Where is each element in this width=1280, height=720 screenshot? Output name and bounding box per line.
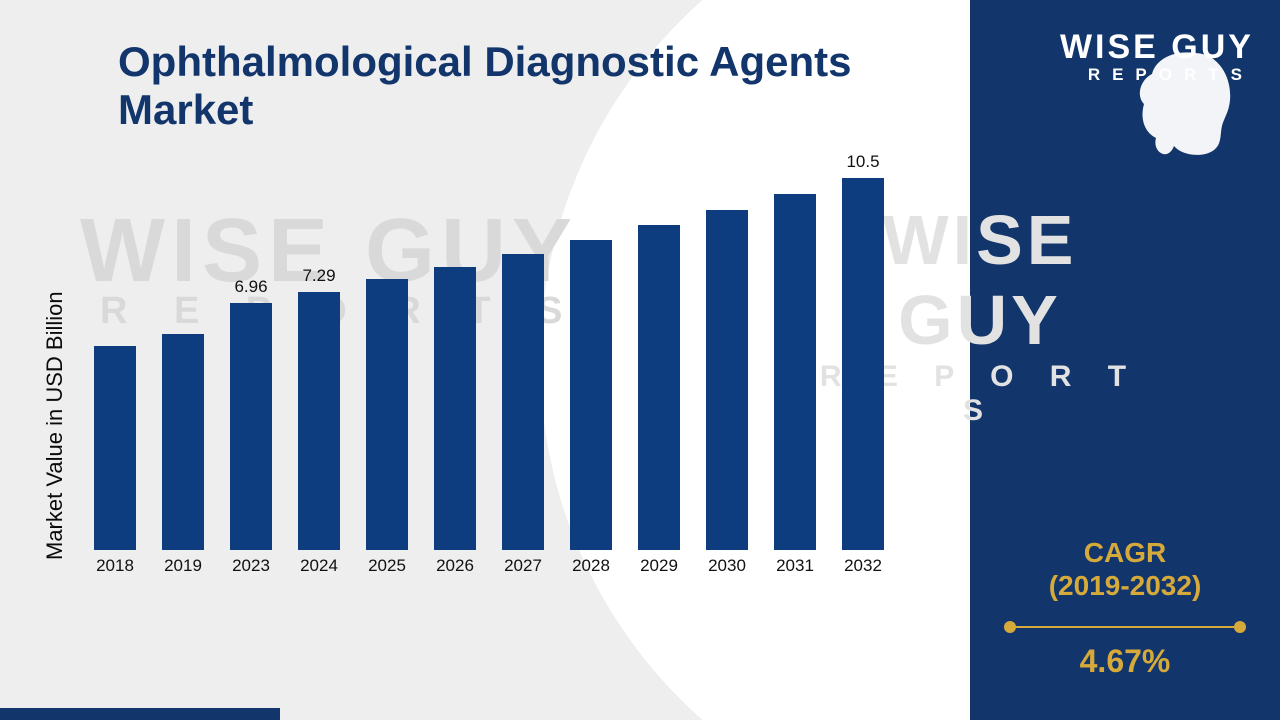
x-axis-ticks: 2018 2019 2023 2024 2025 2026 2027 2028 2029 2030… xyxy=(88,550,898,580)
bar-2029 xyxy=(638,225,680,550)
cagr-divider xyxy=(1000,617,1250,637)
xtick-2025: 2025 xyxy=(368,556,406,576)
bar-chart: 6.967.2910.5 201820192023202420252026202… xyxy=(88,160,898,580)
chart-title: Ophthalmological Diagnostic Agents Marke… xyxy=(118,38,888,135)
cagr-range: (2019-2032) xyxy=(1000,569,1250,603)
xtick-2018: 2018 xyxy=(96,556,134,576)
cagr-label: CAGR xyxy=(1000,536,1250,570)
bar-2024 xyxy=(298,292,340,550)
cagr-value: 4.67% xyxy=(1000,643,1250,680)
bar-label-2023: 6.96 xyxy=(234,277,267,297)
xtick-2031: 2031 xyxy=(776,556,814,576)
bar-2025 xyxy=(366,279,408,550)
y-axis-label: Market Value in USD Billion xyxy=(42,291,68,560)
xtick-2026: 2026 xyxy=(436,556,474,576)
xtick-2024: 2024 xyxy=(300,556,338,576)
plot-area: 6.967.2910.5 xyxy=(88,160,898,550)
bar-2031 xyxy=(774,194,816,550)
bar-2028 xyxy=(570,240,612,550)
xtick-2023: 2023 xyxy=(232,556,270,576)
canvas: WISE GUY R E P O R T S WISE GUY R E P O … xyxy=(0,0,1280,720)
xtick-2030: 2030 xyxy=(708,556,746,576)
bar-2023 xyxy=(230,303,272,550)
xtick-2027: 2027 xyxy=(504,556,542,576)
bar-label-2024: 7.29 xyxy=(302,266,335,286)
xtick-2029: 2029 xyxy=(640,556,678,576)
bar-2018 xyxy=(94,346,136,550)
bar-2026 xyxy=(434,267,476,550)
bar-2030 xyxy=(706,210,748,550)
bar-2019 xyxy=(162,334,204,550)
bar-2032 xyxy=(842,178,884,550)
footer-accent-bar xyxy=(0,708,280,720)
cagr-block: CAGR (2019-2032) 4.67% xyxy=(1000,536,1250,680)
xtick-2028: 2028 xyxy=(572,556,610,576)
xtick-2032: 2032 xyxy=(844,556,882,576)
xtick-2019: 2019 xyxy=(164,556,202,576)
head-icon xyxy=(1134,48,1234,158)
bar-2027 xyxy=(502,254,544,550)
brand-logo: WISE GUY REPORTS xyxy=(1060,28,1254,85)
bar-label-2032: 10.5 xyxy=(846,152,879,172)
